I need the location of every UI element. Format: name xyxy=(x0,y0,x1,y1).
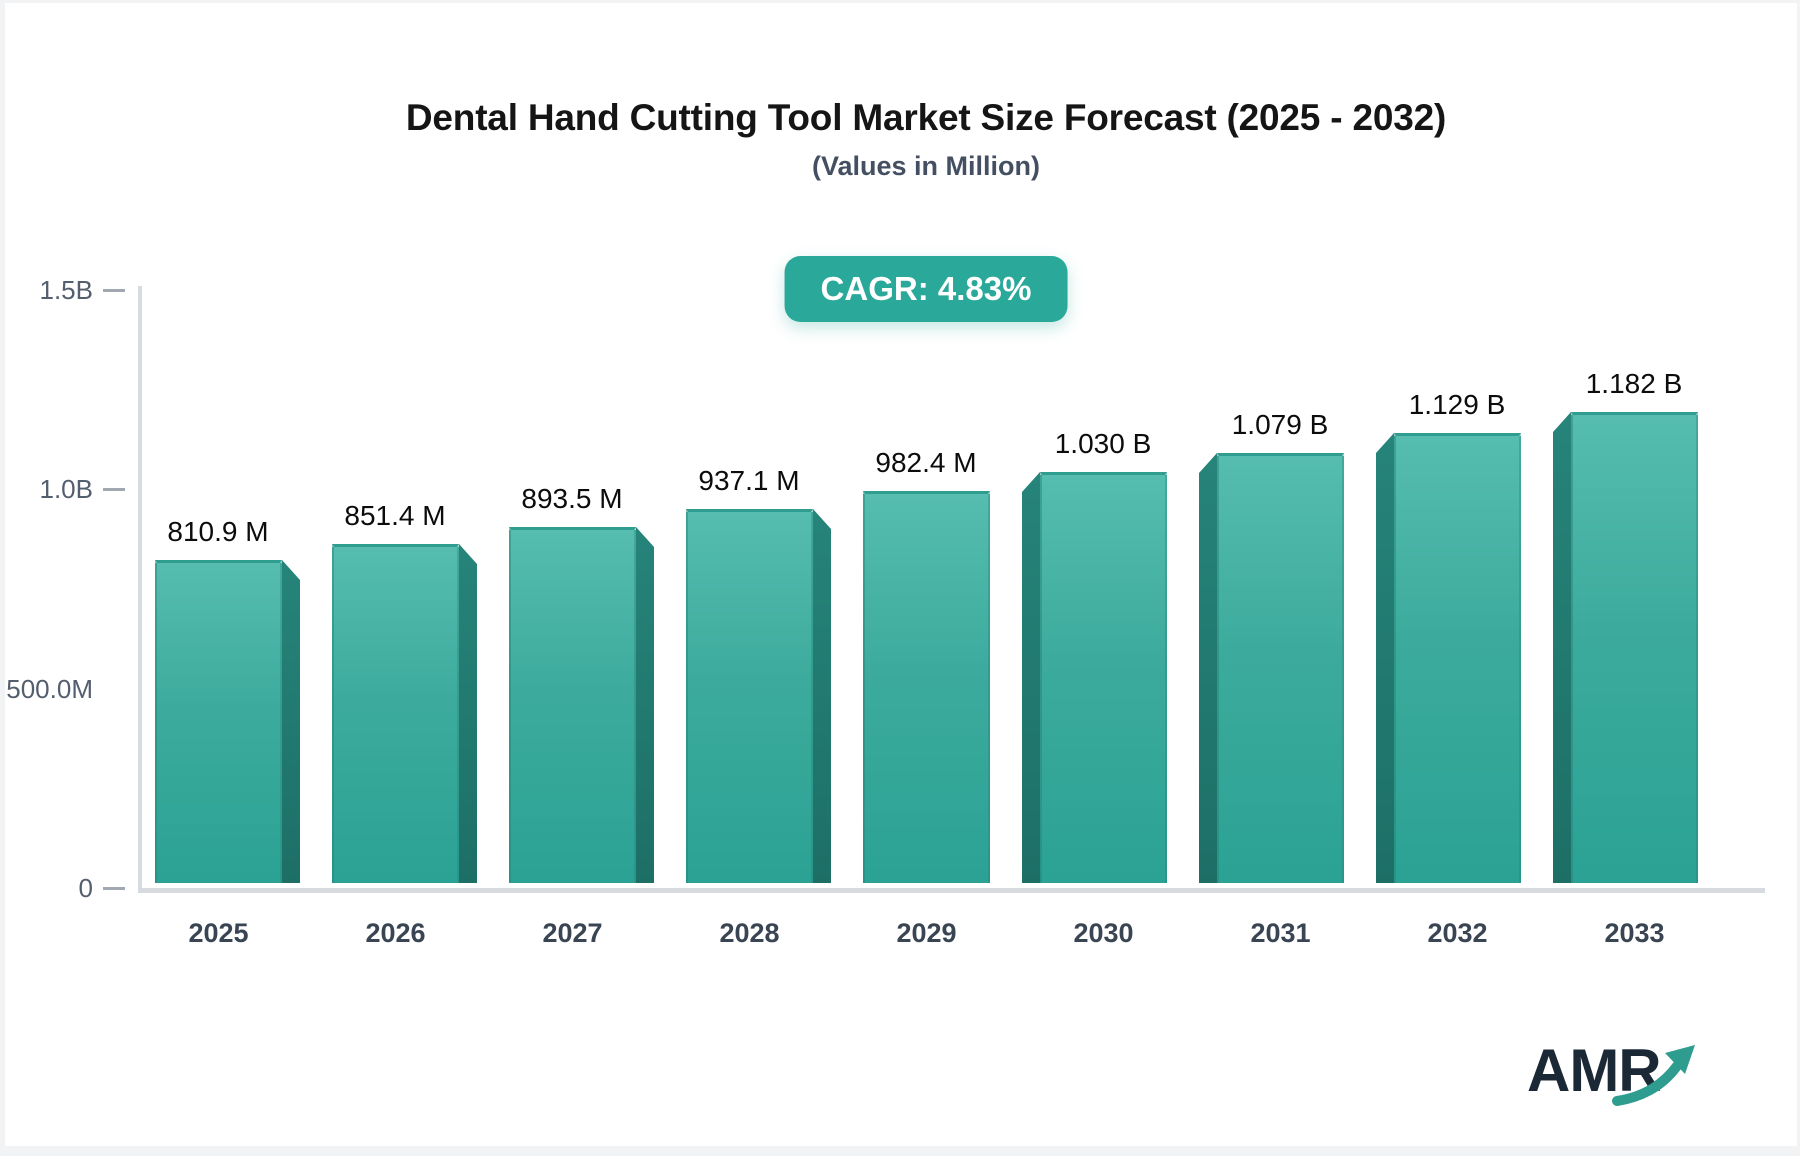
bar-2032: 1.129 B xyxy=(1376,389,1521,883)
bar-2027: 893.5 M xyxy=(509,483,654,883)
y-tick-label: 1.5B xyxy=(39,275,94,305)
bar-value-label: 810.9 M xyxy=(167,516,269,547)
chart-header: Dental Hand Cutting Tool Market Size For… xyxy=(55,95,1797,182)
y-tick-label: 1.0B xyxy=(39,474,94,505)
bar-side-face xyxy=(1376,433,1394,883)
bar-2028: 937.1 M xyxy=(686,465,831,883)
bar-value-label: 851.4 M xyxy=(344,500,446,531)
bar-face xyxy=(686,509,813,883)
y-tick-label: 500.0M xyxy=(6,673,93,704)
chart-card: Dental Hand Cutting Tool Market Size For… xyxy=(5,3,1797,1146)
plot-area: 1.5B 1.0B 500.0M 0 810.9 M 2025 851.4 M 2026 893… xyxy=(6,275,1765,948)
bar-face xyxy=(509,527,636,883)
x-axis-label: 2025 xyxy=(188,918,249,948)
x-axis-label: 2030 xyxy=(1073,918,1134,948)
bar-value-label: 1.079 B xyxy=(1231,409,1329,440)
bar-2025: 810.9 M xyxy=(155,516,300,883)
y-tick-dash xyxy=(103,887,125,890)
bar-value-label: 1.129 B xyxy=(1408,389,1506,420)
bar-face xyxy=(155,560,282,883)
bar-face xyxy=(1571,412,1698,883)
x-axis-label: 2031 xyxy=(1250,918,1311,948)
bar-value-label: 1.182 B xyxy=(1585,368,1683,399)
bar-2029: 982.4 M xyxy=(863,447,990,883)
bar-side-face xyxy=(1199,453,1217,883)
bar-face xyxy=(1394,433,1521,883)
y-tick-dash xyxy=(103,289,125,292)
bar-value-label: 1.030 B xyxy=(1054,428,1152,459)
growth-arrow-icon xyxy=(1612,1045,1695,1106)
bar-value-label: 893.5 M xyxy=(521,483,623,514)
bar-side-face xyxy=(1022,472,1040,883)
bar-side-face xyxy=(459,544,477,883)
y-tick-label: 0 xyxy=(78,873,93,903)
amr-logo: AMR xyxy=(1527,1037,1695,1106)
bar-side-face xyxy=(636,527,654,883)
bar-face xyxy=(1040,472,1167,883)
y-tick-dash xyxy=(103,488,125,492)
bar-value-label: 937.1 M xyxy=(698,465,800,496)
bar-side-face xyxy=(282,560,300,883)
bar-2026: 851.4 M xyxy=(332,500,477,883)
bar-face xyxy=(1217,453,1344,883)
x-axis-label: 2026 xyxy=(365,918,426,948)
x-axis-line xyxy=(138,888,1765,893)
bar-2031: 1.079 B xyxy=(1199,409,1344,883)
x-axis-label: 2029 xyxy=(896,918,957,948)
bar-side-face xyxy=(813,509,831,883)
chart-title: Dental Hand Cutting Tool Market Size For… xyxy=(405,97,1447,138)
x-axis-label: 2033 xyxy=(1604,918,1665,948)
x-axis-label: 2027 xyxy=(542,918,603,948)
x-axis-label: 2032 xyxy=(1427,918,1488,948)
bar-side-face xyxy=(1553,412,1571,883)
x-axis-label: 2028 xyxy=(719,918,780,948)
bar-face xyxy=(332,544,459,883)
chart-subtitle: (Values in Million) xyxy=(811,151,1041,181)
bar-2030: 1.030 B xyxy=(1022,428,1167,883)
y-axis-line xyxy=(138,286,142,892)
bar-value-label: 982.4 M xyxy=(875,447,977,478)
cagr-badge: CAGR: 4.83% xyxy=(784,256,1068,322)
bar-2033: 1.182 B xyxy=(1553,368,1698,883)
bar-face xyxy=(863,491,990,883)
